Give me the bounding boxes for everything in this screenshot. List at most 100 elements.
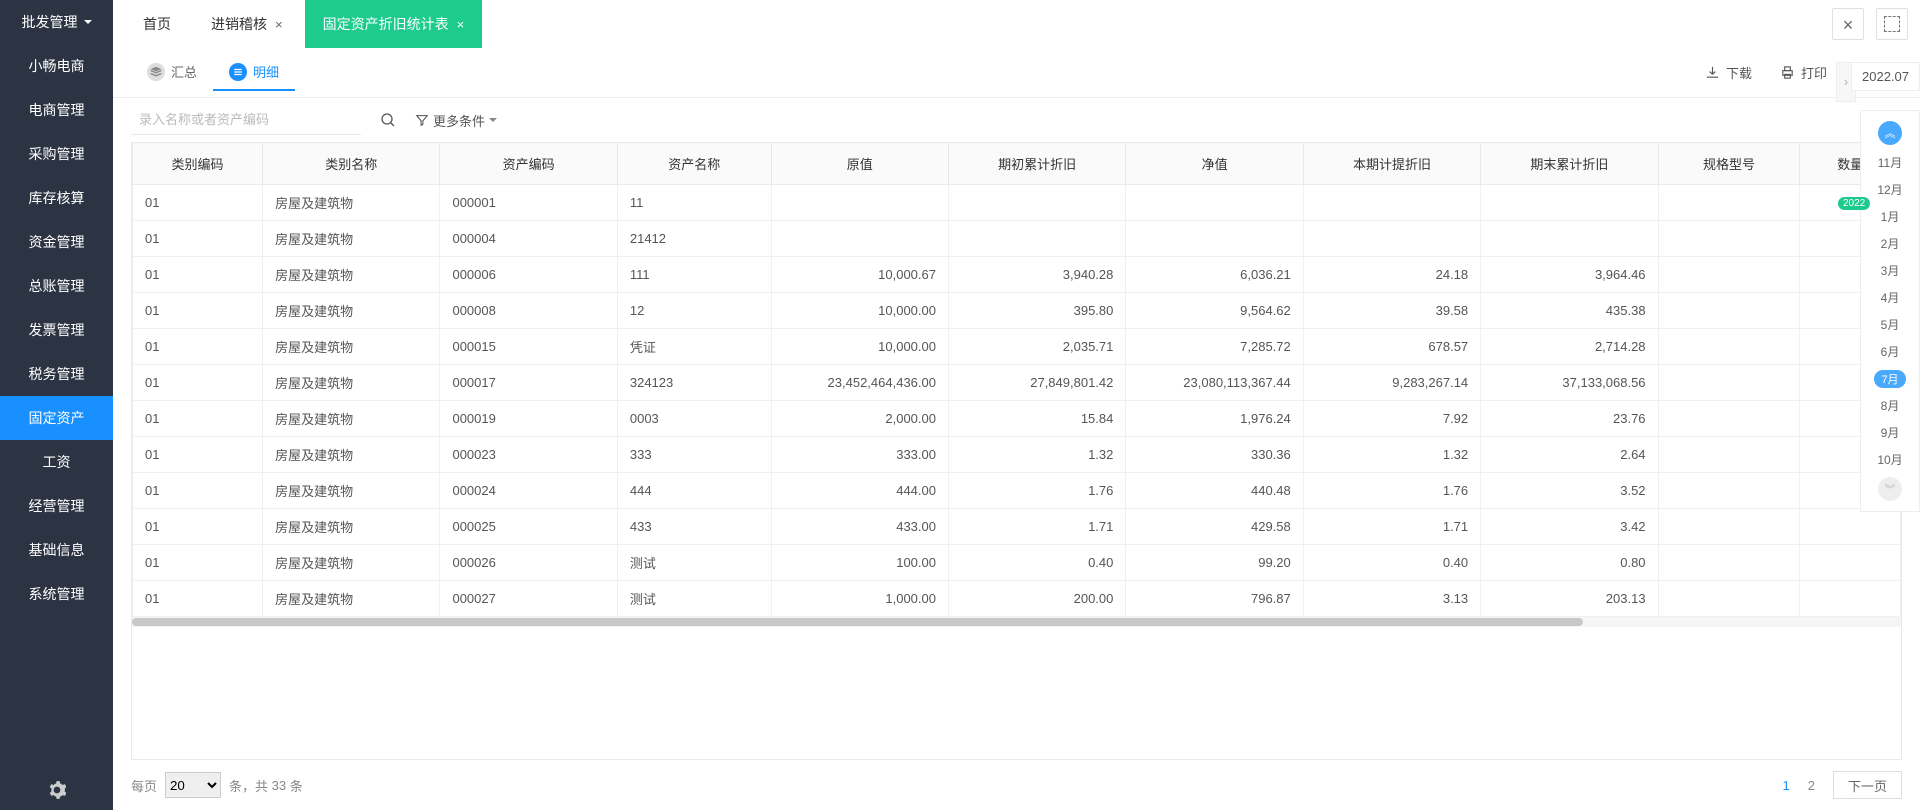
close-tab-button[interactable]: ×: [1832, 8, 1864, 40]
sidebar-item-3[interactable]: 采购管理: [0, 132, 113, 176]
download-button[interactable]: 下载: [1705, 63, 1752, 82]
pager-total: 33: [272, 778, 286, 793]
fullscreen-icon: [1884, 16, 1900, 32]
table-cell: 99.20: [1126, 545, 1303, 581]
sidebar-item-label: 小畅电商: [29, 56, 85, 76]
sidebar-item-12[interactable]: 基础信息: [0, 528, 113, 572]
sidebar-item-6[interactable]: 总账管理: [0, 264, 113, 308]
table-cell: 1,000.00: [771, 581, 948, 617]
tab-0[interactable]: 首页: [125, 0, 189, 48]
month-item[interactable]: 11月: [1861, 149, 1919, 176]
column-header[interactable]: 原值: [771, 143, 948, 185]
table-row[interactable]: 01房屋及建筑物00000111: [133, 185, 1901, 221]
table-row[interactable]: 01房屋及建筑物00000611110,000.673,940.286,036.…: [133, 257, 1901, 293]
search-input[interactable]: [131, 105, 361, 135]
table-cell: [948, 185, 1125, 221]
table-cell: 444.00: [771, 473, 948, 509]
column-header[interactable]: 类别编码: [133, 143, 263, 185]
column-header[interactable]: 期末累计折旧: [1481, 143, 1658, 185]
column-header[interactable]: 资产名称: [617, 143, 771, 185]
tab-1[interactable]: 进销稽核×: [193, 0, 301, 48]
sidebar-item-9[interactable]: 固定资产: [0, 396, 113, 440]
month-item[interactable]: 8月: [1861, 392, 1919, 419]
sidebar-settings-button[interactable]: [0, 770, 113, 810]
column-header[interactable]: 规格型号: [1658, 143, 1800, 185]
subtab-summary[interactable]: 汇总: [131, 54, 213, 91]
table-cell: 796.87: [1126, 581, 1303, 617]
search-button[interactable]: [373, 105, 403, 135]
table-row[interactable]: 01房屋及建筑物000024444444.001.76440.481.763.5…: [133, 473, 1901, 509]
table-cell: 21412: [617, 221, 771, 257]
tab-close-icon[interactable]: ×: [275, 17, 283, 32]
tab-2[interactable]: 固定资产折旧统计表×: [305, 0, 483, 48]
pager-total-suffix: 条: [290, 776, 303, 795]
page-number[interactable]: 1: [1783, 778, 1790, 793]
column-header[interactable]: 类别名称: [263, 143, 440, 185]
print-button[interactable]: 打印: [1780, 63, 1827, 82]
sidebar-item-4[interactable]: 库存核算: [0, 176, 113, 220]
table-cell: 01: [133, 509, 263, 545]
table-row[interactable]: 01房屋及建筑物0000081210,000.00395.809,564.623…: [133, 293, 1901, 329]
column-header[interactable]: 净值: [1126, 143, 1303, 185]
table-cell: 23.76: [1481, 401, 1658, 437]
table-row[interactable]: 01房屋及建筑物000026测试100.000.4099.200.400.80: [133, 545, 1901, 581]
month-item[interactable]: 9月: [1861, 419, 1919, 446]
sidebar-item-11[interactable]: 经营管理: [0, 484, 113, 528]
month-item[interactable]: 10月: [1861, 446, 1919, 473]
fullscreen-button[interactable]: [1876, 8, 1908, 40]
month-item[interactable]: 2月: [1861, 230, 1919, 257]
table-row[interactable]: 01房屋及建筑物00000421412: [133, 221, 1901, 257]
table-row[interactable]: 01房屋及建筑物000025433433.001.71429.581.713.4…: [133, 509, 1901, 545]
table-row[interactable]: 01房屋及建筑物000023333333.001.32330.361.322.6…: [133, 437, 1901, 473]
sidebar-item-7[interactable]: 发票管理: [0, 308, 113, 352]
sidebar-item-2[interactable]: 电商管理: [0, 88, 113, 132]
table-cell: 24.18: [1303, 257, 1480, 293]
table-row[interactable]: 01房屋及建筑物000015凭证10,000.002,035.717,285.7…: [133, 329, 1901, 365]
stack-icon: [147, 63, 165, 81]
sidebar-item-13[interactable]: 系统管理: [0, 572, 113, 616]
table-cell: 440.48: [1126, 473, 1303, 509]
month-item[interactable]: 3月: [1861, 257, 1919, 284]
table-row[interactable]: 01房屋及建筑物00001732412323,452,464,436.0027,…: [133, 365, 1901, 401]
tab-bar: 首页 进销稽核×固定资产折旧统计表× ×: [113, 0, 1920, 48]
column-header[interactable]: 期初累计折旧: [948, 143, 1125, 185]
tab-label: 首页: [143, 14, 171, 34]
page-number[interactable]: 2: [1808, 778, 1815, 793]
table-cell: 房屋及建筑物: [263, 365, 440, 401]
sidebar-item-5[interactable]: 资金管理: [0, 220, 113, 264]
table-cell: 000019: [440, 401, 617, 437]
table-row[interactable]: 01房屋及建筑物000027测试1,000.00200.00796.873.13…: [133, 581, 1901, 617]
tab-close-icon[interactable]: ×: [457, 17, 465, 32]
sidebar-item-0[interactable]: 批发管理: [0, 0, 113, 44]
month-panel-down-button[interactable]: ︾: [1878, 477, 1902, 501]
month-item[interactable]: 1月: [1861, 203, 1919, 230]
month-panel-up-button[interactable]: ︽: [1878, 121, 1902, 145]
table-cell: 7,285.72: [1126, 329, 1303, 365]
sidebar-item-1[interactable]: 小畅电商: [0, 44, 113, 88]
table-cell: 000006: [440, 257, 617, 293]
table-cell: 429.58: [1126, 509, 1303, 545]
subtab-detail[interactable]: 明细: [213, 54, 295, 91]
scrollbar-thumb[interactable]: [132, 618, 1583, 626]
column-header[interactable]: 本期计提折旧: [1303, 143, 1480, 185]
table-row[interactable]: 01房屋及建筑物00001900032,000.0015.841,976.247…: [133, 401, 1901, 437]
table-cell: 0.40: [1303, 545, 1480, 581]
sidebar-item-label: 发票管理: [29, 320, 85, 340]
month-item[interactable]: 12月: [1861, 176, 1919, 203]
horizontal-scrollbar[interactable]: [132, 617, 1901, 627]
sidebar-item-label: 工资: [43, 452, 71, 472]
month-item[interactable]: 4月: [1861, 284, 1919, 311]
sidebar-item-10[interactable]: 工资: [0, 440, 113, 484]
per-page-select[interactable]: 20: [165, 772, 221, 798]
month-item[interactable]: 6月: [1861, 338, 1919, 365]
more-filters-button[interactable]: 更多条件: [415, 111, 497, 130]
month-item[interactable]: 7月: [1861, 365, 1919, 392]
table-cell: [1658, 365, 1800, 401]
table-cell: [771, 221, 948, 257]
column-header[interactable]: 资产编码: [440, 143, 617, 185]
month-item[interactable]: 5月: [1861, 311, 1919, 338]
current-period-tag[interactable]: 2022.07: [1851, 62, 1920, 91]
sidebar-item-8[interactable]: 税务管理: [0, 352, 113, 396]
next-page-button[interactable]: 下一页: [1833, 771, 1902, 799]
table-cell: 1.32: [948, 437, 1125, 473]
